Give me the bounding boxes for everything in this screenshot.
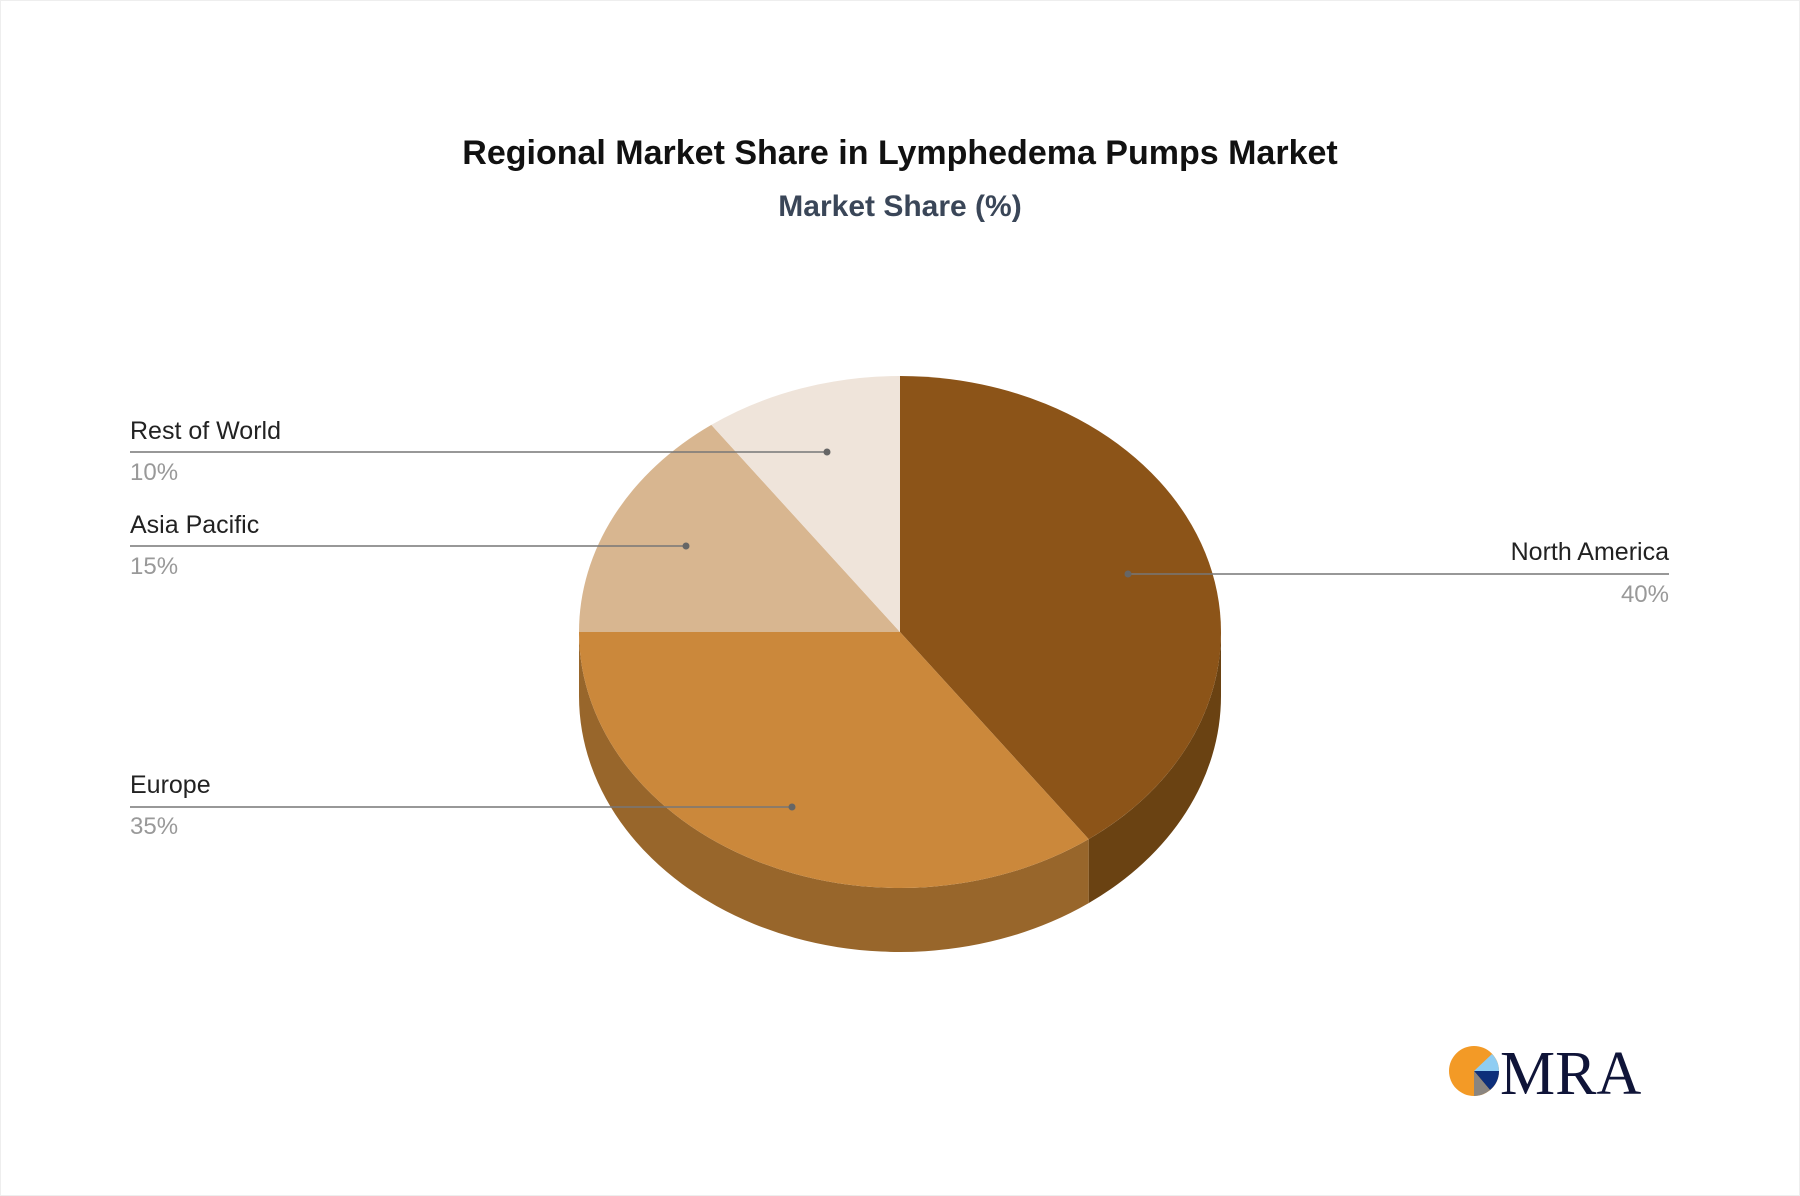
logo-text: MRA — [1500, 1040, 1641, 1102]
leader-dot-europe — [788, 803, 796, 811]
mra-logo: MRA — [1449, 1040, 1641, 1102]
chart-subtitle: Market Share (%) — [778, 190, 1022, 223]
label-north-america: North America — [1510, 538, 1669, 566]
leader-dot-rest-of-world — [823, 448, 831, 456]
chart-title: Regional Market Share in Lymphedema Pump… — [462, 134, 1338, 172]
value-asia-pacific: 15% — [130, 553, 179, 580]
value-north-america: 40% — [1620, 581, 1669, 608]
value-rest-of-world: 10% — [130, 459, 179, 486]
label-asia-pacific: Asia Pacific — [130, 511, 260, 539]
value-europe: 35% — [130, 813, 179, 840]
label-europe: Europe — [130, 771, 211, 799]
slice-europe[interactable] — [579, 632, 1089, 888]
leader-dot-north-america — [1124, 570, 1132, 578]
slice-rest-of-world[interactable] — [711, 376, 900, 632]
slice-side-north-america — [1088, 632, 1221, 904]
label-rest-of-world: Rest of World — [130, 417, 281, 445]
slice-asia-pacific[interactable] — [579, 424, 900, 632]
slice-north-america[interactable] — [900, 376, 1222, 840]
leader-dot-asia-pacific — [682, 542, 690, 550]
slice-side-europe — [579, 632, 1089, 952]
